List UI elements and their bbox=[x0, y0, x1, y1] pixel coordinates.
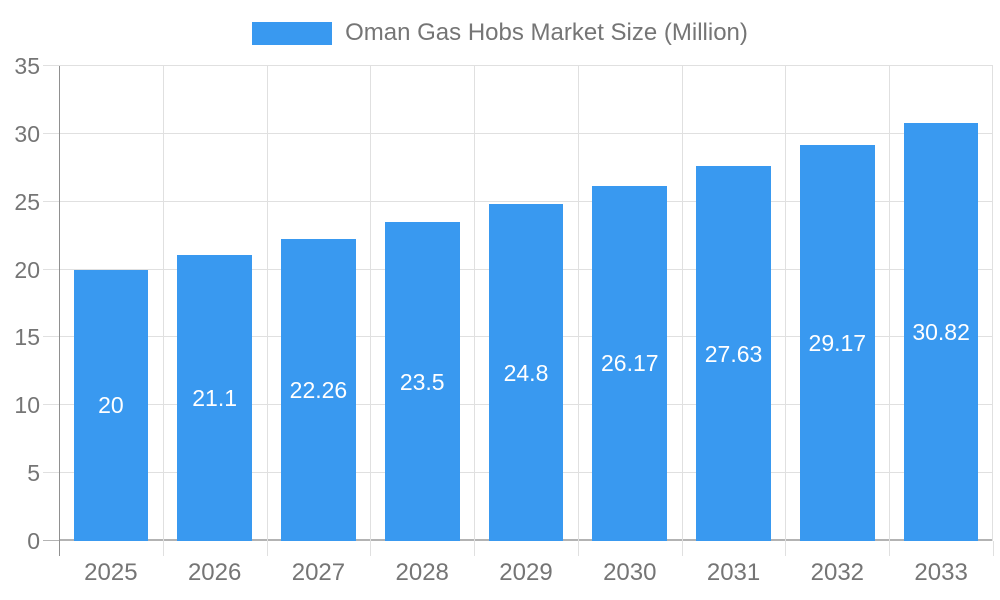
bar-value-label: 20 bbox=[98, 392, 124, 419]
legend-swatch-icon bbox=[252, 21, 333, 45]
y-axis-tick bbox=[43, 336, 59, 338]
bar-value-label: 23.5 bbox=[399, 368, 445, 395]
gridline-vertical bbox=[889, 66, 891, 541]
gridline-vertical bbox=[162, 66, 164, 541]
x-axis-tick bbox=[370, 541, 372, 556]
y-axis-tick bbox=[43, 268, 59, 270]
bar-value-label: 29.17 bbox=[808, 330, 867, 357]
x-axis-tick-label: 2025 bbox=[84, 559, 138, 586]
y-axis-tick bbox=[43, 472, 59, 474]
y-axis-tick bbox=[43, 132, 59, 134]
bar-value-label: 27.63 bbox=[704, 340, 763, 367]
y-axis-tick-label: 15 bbox=[14, 324, 40, 351]
x-axis-tick-label: 2027 bbox=[291, 559, 346, 586]
y-axis-tick bbox=[43, 65, 59, 66]
gridline-vertical bbox=[577, 66, 579, 541]
bar-2031[interactable]: 27.63 bbox=[696, 166, 771, 541]
gridline-vertical bbox=[681, 66, 683, 541]
gridline-horizontal bbox=[59, 65, 993, 66]
bar-2033[interactable]: 30.82 bbox=[903, 122, 979, 541]
bar-2025[interactable]: 20 bbox=[73, 269, 149, 541]
bar-2029[interactable]: 24.8 bbox=[488, 204, 564, 541]
bar-value-label: 30.82 bbox=[912, 318, 970, 345]
gridline-vertical bbox=[370, 66, 372, 541]
x-axis-tick-label: 2028 bbox=[395, 559, 449, 586]
x-axis-tick-label: 2031 bbox=[706, 559, 761, 586]
bar-value-label: 26.17 bbox=[600, 350, 659, 377]
bar-2028[interactable]: 23.5 bbox=[384, 222, 460, 541]
x-axis-tick bbox=[785, 541, 787, 556]
x-axis-tick-label: 2032 bbox=[810, 559, 865, 586]
x-axis-tick-label: 2029 bbox=[499, 559, 553, 586]
gridline-horizontal bbox=[59, 132, 993, 134]
legend-series-label: Oman Gas Hobs Market Size (Million) bbox=[345, 19, 748, 46]
x-axis-tick bbox=[889, 541, 891, 556]
y-axis-tick-label: 35 bbox=[14, 53, 40, 79]
bar-value-label: 21.1 bbox=[192, 384, 238, 411]
y-axis-tick bbox=[43, 404, 59, 406]
gridline-horizontal bbox=[59, 200, 993, 202]
y-axis-tick-label: 30 bbox=[14, 120, 40, 147]
y-axis-line bbox=[59, 66, 60, 556]
x-axis-tick bbox=[993, 541, 994, 556]
y-axis-tick-label: 20 bbox=[14, 256, 40, 283]
bar-2026[interactable]: 21.1 bbox=[177, 254, 253, 541]
x-axis-tick bbox=[266, 541, 268, 556]
bar-2027[interactable]: 22.26 bbox=[281, 238, 356, 541]
x-axis-tick bbox=[577, 541, 579, 556]
bar-2030[interactable]: 26.17 bbox=[592, 185, 668, 541]
y-axis-tick bbox=[43, 200, 59, 202]
y-axis-tick bbox=[43, 540, 59, 541]
x-axis-tick bbox=[162, 541, 164, 556]
y-axis-tick-label: 5 bbox=[27, 460, 40, 487]
x-axis-tick-label: 2030 bbox=[603, 559, 657, 586]
chart-legend: Oman Gas Hobs Market Size (Million) bbox=[0, 18, 1000, 48]
gridline-vertical bbox=[785, 66, 787, 541]
gridline-vertical bbox=[992, 66, 993, 541]
bar-value-label: 22.26 bbox=[289, 376, 348, 403]
x-axis-tick bbox=[681, 541, 683, 556]
gridline-vertical bbox=[474, 66, 476, 541]
x-axis-tick-label: 2033 bbox=[914, 559, 968, 586]
bar-2032[interactable]: 29.17 bbox=[799, 145, 875, 541]
y-axis-tick-label: 0 bbox=[27, 528, 40, 554]
gridline-vertical bbox=[266, 66, 268, 541]
plot-area: 20 21.1 22.26 23.5 24.8 26.17 27.63 29.17 30.82 bbox=[59, 65, 993, 541]
y-axis-tick-label: 10 bbox=[14, 392, 40, 419]
x-axis-tick bbox=[474, 541, 476, 556]
bar-value-label: 24.8 bbox=[503, 359, 549, 386]
y-axis-tick-label: 25 bbox=[14, 188, 40, 215]
x-axis-tick-label: 2026 bbox=[187, 559, 242, 586]
